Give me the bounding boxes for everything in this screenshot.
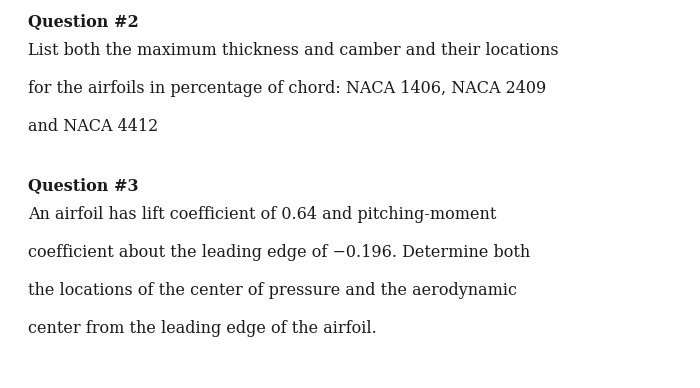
Text: Question #3: Question #3 <box>28 178 139 195</box>
Text: An airfoil has lift coefficient of 0.64 and pitching-moment: An airfoil has lift coefficient of 0.64 … <box>28 206 496 223</box>
Text: for the airfoils in percentage of chord: NACA 1406, NACA 2409: for the airfoils in percentage of chord:… <box>28 80 546 97</box>
Text: List both the maximum thickness and camber and their locations: List both the maximum thickness and camb… <box>28 42 559 59</box>
Text: the locations of the center of pressure and the aerodynamic: the locations of the center of pressure … <box>28 282 517 299</box>
Text: and NACA 4412: and NACA 4412 <box>28 118 158 135</box>
Text: center from the leading edge of the airfoil.: center from the leading edge of the airf… <box>28 320 377 337</box>
Text: coefficient about the leading edge of −0.196. Determine both: coefficient about the leading edge of −0… <box>28 244 531 261</box>
Text: Question #2: Question #2 <box>28 14 139 31</box>
